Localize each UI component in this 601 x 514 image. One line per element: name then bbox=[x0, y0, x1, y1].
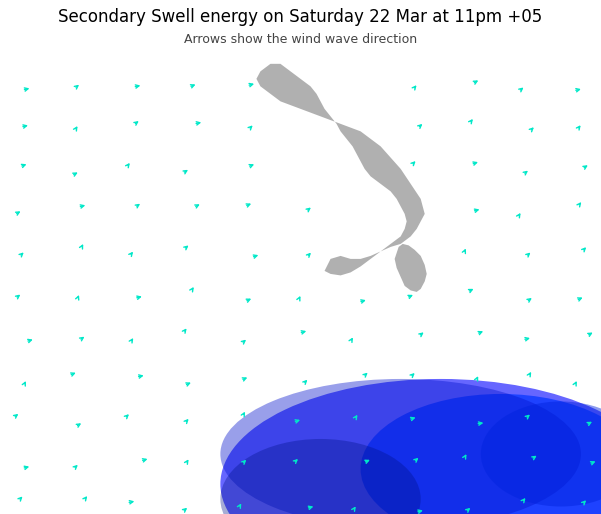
Ellipse shape bbox=[481, 401, 601, 506]
Polygon shape bbox=[257, 64, 425, 276]
Ellipse shape bbox=[361, 394, 601, 514]
Ellipse shape bbox=[221, 379, 581, 514]
Text: Secondary Swell energy on Saturday 22 Mar at 11pm +05: Secondary Swell energy on Saturday 22 Ma… bbox=[58, 8, 543, 26]
Ellipse shape bbox=[221, 379, 601, 514]
Polygon shape bbox=[395, 244, 427, 292]
Text: Arrows show the wind wave direction: Arrows show the wind wave direction bbox=[184, 32, 417, 46]
Ellipse shape bbox=[221, 439, 421, 514]
